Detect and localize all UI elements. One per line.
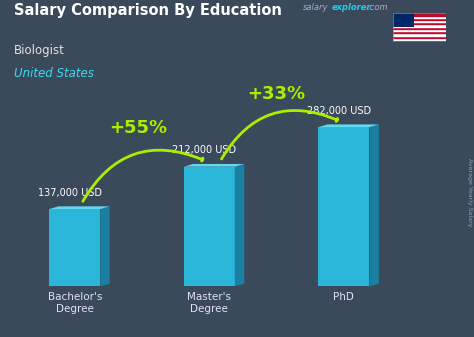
- Polygon shape: [369, 124, 379, 286]
- Text: explorer: explorer: [332, 3, 371, 12]
- Bar: [393, 16, 446, 18]
- Bar: [393, 33, 446, 35]
- Text: 212,000 USD: 212,000 USD: [172, 145, 236, 155]
- Text: .com: .com: [367, 3, 388, 12]
- Text: +33%: +33%: [247, 85, 306, 102]
- Bar: [393, 13, 414, 27]
- Bar: [393, 22, 446, 25]
- Bar: [393, 13, 446, 16]
- Polygon shape: [319, 124, 379, 127]
- Bar: [393, 38, 446, 40]
- Bar: [393, 25, 446, 27]
- Polygon shape: [49, 206, 110, 209]
- Bar: [393, 31, 446, 33]
- Text: Salary Comparison By Education: Salary Comparison By Education: [14, 3, 282, 19]
- Text: +55%: +55%: [109, 119, 167, 137]
- FancyBboxPatch shape: [49, 209, 100, 286]
- Bar: [393, 18, 446, 20]
- Text: salary: salary: [303, 3, 329, 12]
- Text: 137,000 USD: 137,000 USD: [37, 187, 101, 197]
- Text: Biologist: Biologist: [14, 44, 65, 57]
- Bar: [393, 29, 446, 31]
- Text: Average Yearly Salary: Average Yearly Salary: [466, 158, 472, 226]
- FancyBboxPatch shape: [319, 127, 369, 286]
- Bar: [393, 40, 446, 42]
- Polygon shape: [100, 206, 110, 286]
- Text: United States: United States: [14, 67, 94, 81]
- Text: 282,000 USD: 282,000 USD: [307, 105, 371, 116]
- FancyBboxPatch shape: [184, 167, 235, 286]
- Bar: [393, 27, 446, 29]
- Bar: [393, 20, 446, 22]
- Polygon shape: [184, 164, 244, 167]
- Polygon shape: [235, 164, 244, 286]
- Bar: [393, 35, 446, 38]
